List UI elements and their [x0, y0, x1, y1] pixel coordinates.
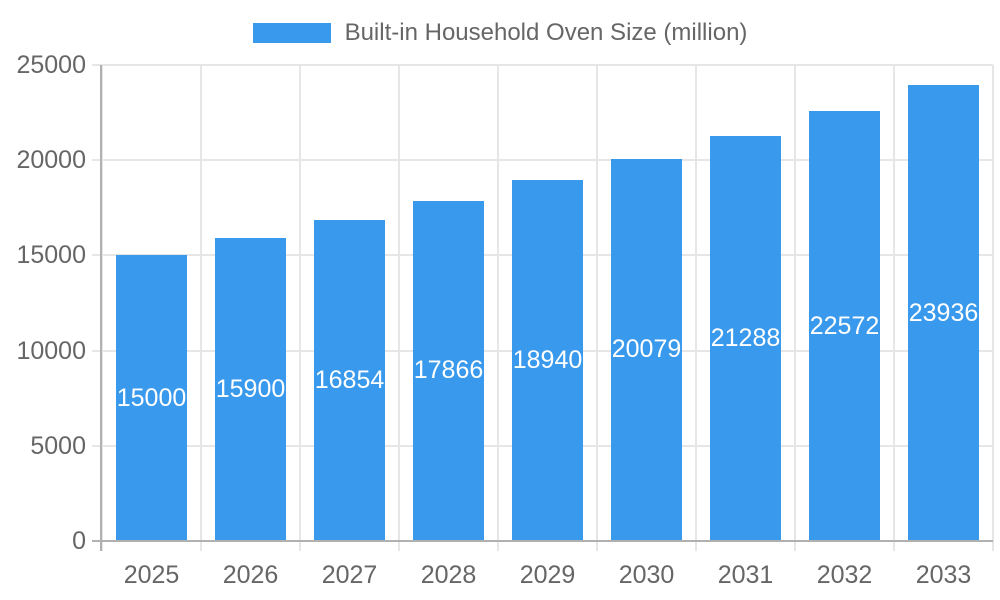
bar-value-label: 17866	[413, 356, 484, 385]
bar-value-label: 23936	[908, 298, 979, 327]
x-tick-mark	[497, 541, 499, 551]
x-axis-tick-label: 2028	[420, 561, 477, 589]
x-axis-tick-label: 2027	[321, 561, 378, 589]
bar-value-label: 15900	[215, 375, 286, 404]
x-tick-mark	[695, 541, 697, 551]
y-axis-tick-label: 20000	[16, 146, 86, 175]
x-tick-mark	[596, 541, 598, 551]
bar-value-label: 16854	[314, 366, 385, 395]
x-gridline	[299, 65, 301, 541]
y-axis-tick-label: 15000	[16, 241, 86, 270]
bar-2033[interactable]: 23936	[908, 85, 979, 541]
bar-value-label: 22572	[809, 311, 880, 340]
x-axis-tick-label: 2033	[915, 561, 972, 589]
x-tick-mark	[398, 541, 400, 551]
bar-value-label: 21288	[710, 323, 781, 352]
x-axis-tick-label: 2029	[519, 561, 576, 589]
bar-value-label: 20079	[611, 335, 682, 364]
bar-2030[interactable]: 20079	[611, 158, 682, 541]
bar-2029[interactable]: 18940	[512, 180, 583, 541]
x-gridline	[101, 65, 103, 541]
y-tick-mark	[92, 349, 102, 352]
y-tick-mark	[92, 444, 102, 447]
y-gridline	[102, 159, 993, 162]
legend-label: Built-in Household Oven Size (million)	[344, 19, 748, 46]
plot-area: 15000 15900 16854 17866 18940 20079 21288 22572…	[92, 64, 994, 551]
x-tick-mark	[101, 541, 103, 551]
x-tick-mark	[893, 541, 895, 551]
bar-2025[interactable]: 15000	[116, 255, 187, 541]
x-axis-tick-label: 2030	[618, 561, 675, 589]
x-tick-mark	[299, 541, 301, 551]
x-gridline	[200, 65, 202, 541]
bar-2028[interactable]: 17866	[413, 200, 484, 541]
bar-2027[interactable]: 16854	[314, 220, 385, 541]
x-gridline	[497, 65, 499, 541]
y-axis: 0 5000 10000 15000 20000 25000	[0, 51, 86, 555]
x-axis-tick-label: 2026	[222, 561, 279, 589]
y-axis-tick-label: 10000	[16, 336, 86, 365]
x-tick-mark	[992, 541, 994, 551]
bar-2031[interactable]: 21288	[710, 135, 781, 541]
y-tick-mark	[92, 64, 102, 66]
y-axis-tick-label: 5000	[30, 431, 86, 460]
x-gridline	[992, 65, 994, 541]
x-gridline	[695, 65, 697, 541]
y-axis-tick-label: 0	[72, 527, 86, 555]
bar-2032[interactable]: 22572	[809, 111, 880, 541]
x-tick-mark	[200, 541, 202, 551]
x-gridline	[893, 65, 895, 541]
x-axis-tick-label: 2031	[717, 561, 774, 589]
y-tick-mark	[92, 254, 102, 257]
x-axis: 2025 2026 2027 2028 2029 2030 2031 2032 2033	[102, 541, 993, 600]
bar-value-label: 18940	[512, 346, 583, 375]
x-axis-tick-label: 2032	[816, 561, 873, 589]
x-gridline	[794, 65, 796, 541]
y-tick-mark	[92, 159, 102, 162]
bar-2026[interactable]: 15900	[215, 238, 286, 541]
x-gridline	[398, 65, 400, 541]
x-axis-tick-label: 2025	[123, 561, 180, 589]
y-axis-line	[100, 65, 102, 551]
x-tick-mark	[794, 541, 796, 551]
y-axis-tick-label: 25000	[16, 51, 86, 79]
x-gridline	[596, 65, 598, 541]
bar-value-label: 15000	[116, 383, 187, 412]
legend-swatch	[252, 23, 331, 43]
legend-item[interactable]: Built-in Household Oven Size (million)	[0, 19, 1000, 47]
y-gridline	[102, 64, 993, 66]
x-axis-line	[92, 540, 993, 542]
